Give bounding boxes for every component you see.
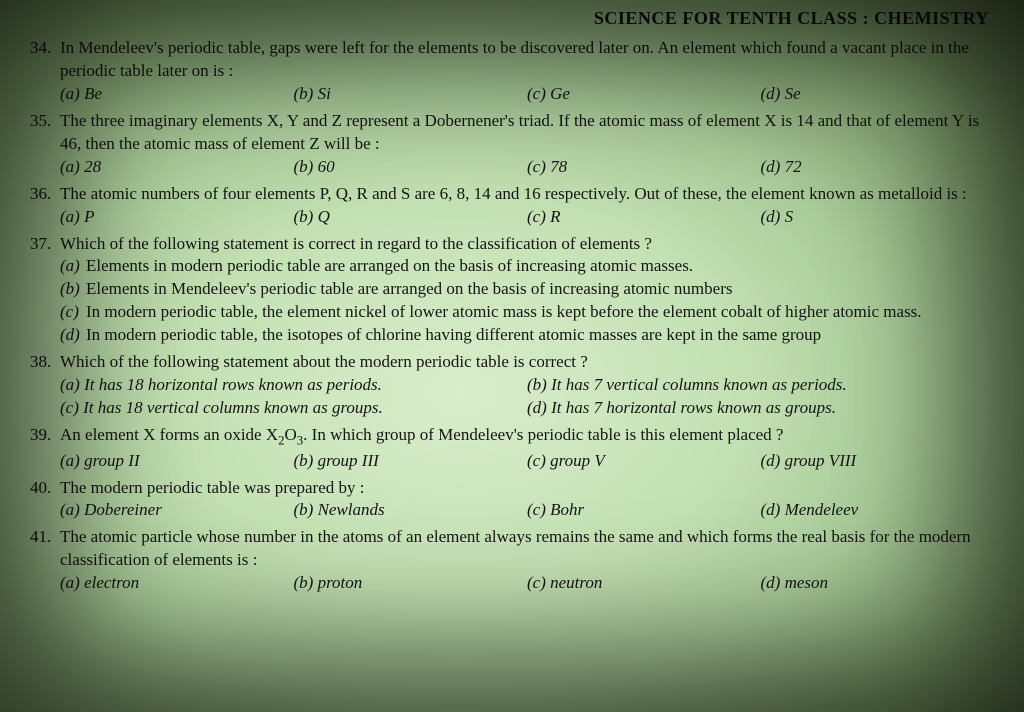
- option-text: Elements in Mendeleev's periodic table a…: [86, 278, 994, 301]
- option-d: (d) 72: [761, 156, 995, 179]
- option-d: (d) In modern periodic table, the isotop…: [60, 324, 994, 347]
- question-39: 39. An element X forms an oxide X2O3. In…: [30, 424, 994, 473]
- question-40: 40. The modern periodic table was prepar…: [30, 477, 994, 523]
- option-a: (a) It has 18 horizontal rows known as p…: [60, 374, 527, 397]
- question-36: 36. The atomic numbers of four elements …: [30, 183, 994, 229]
- option-text: In modern periodic table, the element ni…: [86, 301, 994, 324]
- option-b: (b) 60: [294, 156, 528, 179]
- question-text: The atomic numbers of four elements P, Q…: [60, 183, 994, 206]
- option-a: (a) Be: [60, 83, 294, 106]
- option-c: (c) Bohr: [527, 499, 761, 522]
- option-c: (c) R: [527, 206, 761, 229]
- option-a: (a) electron: [60, 572, 294, 595]
- option-d: (d) It has 7 horizontal rows known as gr…: [527, 397, 994, 420]
- question-number: 35.: [30, 110, 60, 133]
- option-a: (a) 28: [60, 156, 294, 179]
- option-d: (d) S: [761, 206, 995, 229]
- q-text-part: An element X forms an oxide X: [60, 425, 278, 444]
- option-c: (c) 78: [527, 156, 761, 179]
- option-c: (c) group V: [527, 450, 761, 473]
- question-text: The atomic particle whose number in the …: [60, 526, 994, 572]
- question-text: An element X forms an oxide X2O3. In whi…: [60, 424, 994, 450]
- question-number: 39.: [30, 424, 60, 447]
- q-text-part: . In which group of Mendeleev's periodic…: [303, 425, 783, 444]
- option-letter: (a): [60, 255, 86, 278]
- option-c: (c) In modern periodic table, the elemen…: [60, 301, 994, 324]
- option-text: In modern periodic table, the isotopes o…: [86, 324, 994, 347]
- question-38: 38. Which of the following statement abo…: [30, 351, 994, 420]
- option-d: (d) Se: [761, 83, 995, 106]
- option-a: (a) Elements in modern periodic table ar…: [60, 255, 994, 278]
- page-container: SCIENCE FOR TENTH CLASS : CHEMISTRY 34. …: [0, 0, 1024, 712]
- option-b: (b) Q: [294, 206, 528, 229]
- option-a: (a) Dobereiner: [60, 499, 294, 522]
- option-b: (b) Newlands: [294, 499, 528, 522]
- option-b: (b) group III: [294, 450, 528, 473]
- page-header: SCIENCE FOR TENTH CLASS : CHEMISTRY: [30, 8, 994, 29]
- option-b: (b) proton: [294, 572, 528, 595]
- option-b: (b) Si: [294, 83, 528, 106]
- option-c: (c) It has 18 vertical columns known as …: [60, 397, 527, 420]
- question-number: 40.: [30, 477, 60, 500]
- option-b: (b) It has 7 vertical columns known as p…: [527, 374, 994, 397]
- option-text: Elements in modern periodic table are ar…: [86, 255, 994, 278]
- option-d: (d) meson: [761, 572, 995, 595]
- question-35: 35. The three imaginary elements X, Y an…: [30, 110, 994, 179]
- option-letter: (b): [60, 278, 86, 301]
- question-text: Which of the following statement about t…: [60, 351, 994, 374]
- question-41: 41. The atomic particle whose number in …: [30, 526, 994, 595]
- question-37: 37. Which of the following statement is …: [30, 233, 994, 348]
- question-number: 38.: [30, 351, 60, 374]
- question-34: 34. In Mendeleev's periodic table, gaps …: [30, 37, 994, 106]
- q-text-part: O: [285, 425, 297, 444]
- question-text: Which of the following statement is corr…: [60, 233, 994, 256]
- question-number: 34.: [30, 37, 60, 60]
- question-text: In Mendeleev's periodic table, gaps were…: [60, 37, 994, 83]
- question-number: 36.: [30, 183, 60, 206]
- option-c: (c) neutron: [527, 572, 761, 595]
- option-b: (b) Elements in Mendeleev's periodic tab…: [60, 278, 994, 301]
- question-text: The three imaginary elements X, Y and Z …: [60, 110, 994, 156]
- question-number: 37.: [30, 233, 60, 256]
- option-letter: (d): [60, 324, 86, 347]
- option-letter: (c): [60, 301, 86, 324]
- question-text: The modern periodic table was prepared b…: [60, 477, 994, 500]
- option-a: (a) group II: [60, 450, 294, 473]
- option-d: (d) Mendeleev: [761, 499, 995, 522]
- option-d: (d) group VIII: [761, 450, 995, 473]
- option-c: (c) Ge: [527, 83, 761, 106]
- option-a: (a) P: [60, 206, 294, 229]
- question-number: 41.: [30, 526, 60, 549]
